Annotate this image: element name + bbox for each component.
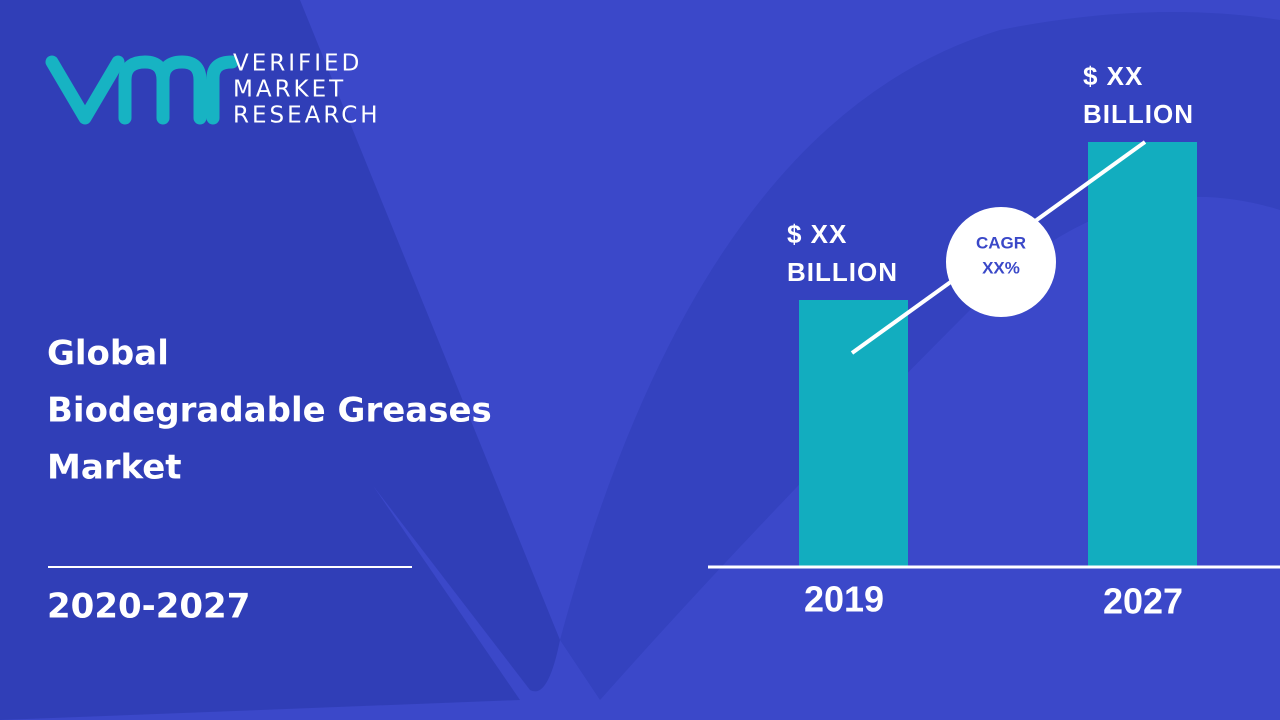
bar-year: 2027: [1103, 581, 1183, 622]
logo-text: RESEARCH: [233, 103, 381, 129]
bar: [1088, 142, 1197, 567]
title-line: Market: [47, 448, 182, 488]
cagr-label: CAGR: [976, 233, 1026, 252]
title-line: Biodegradable Greases: [47, 391, 492, 431]
period: 2020-2027: [47, 587, 250, 627]
logo-text: VERIFIED: [233, 51, 362, 77]
title-line: Global: [47, 334, 169, 374]
bar-value: $ XX: [787, 219, 847, 249]
bar-year: 2019: [804, 579, 884, 620]
cagr-value: XX%: [982, 258, 1020, 277]
bar-value: BILLION: [1083, 99, 1194, 129]
cagr-badge: [946, 207, 1056, 317]
logo-mark: [45, 55, 239, 125]
bar-value: $ XX: [1083, 61, 1143, 91]
bar: [799, 300, 908, 567]
logo-text: MARKET: [233, 77, 346, 103]
bar-value: BILLION: [787, 257, 898, 287]
bg-v-left: [0, 0, 560, 720]
